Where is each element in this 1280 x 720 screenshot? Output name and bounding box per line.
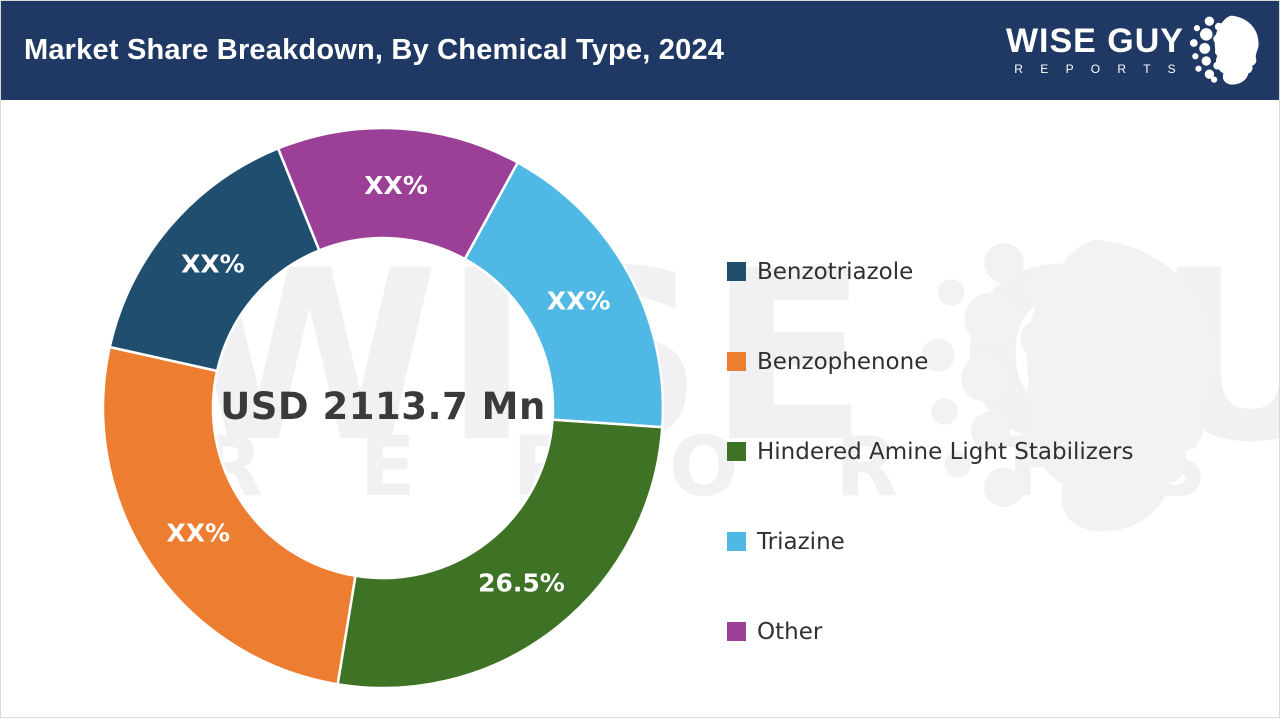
slice-value-label: XX% [181, 249, 245, 278]
legend-swatch [727, 262, 746, 281]
legend-swatch [727, 352, 746, 371]
donut-slice [463, 161, 665, 429]
legend-item: Benzophenone [727, 348, 1133, 375]
watermark-face-icon [921, 239, 1213, 532]
slice-value-label: XX% [166, 518, 230, 547]
donut-slice [276, 126, 519, 261]
slice-value-label: XX% [547, 287, 611, 316]
legend-label: Other [757, 618, 823, 645]
legend-label: Triazine [757, 528, 845, 555]
legend-item: Hindered Amine Light Stabilizers [727, 438, 1133, 465]
legend-label: Hindered Amine Light Stabilizers [757, 438, 1134, 465]
brand-face-icon [1189, 15, 1259, 85]
legend-item: Triazine [727, 528, 1133, 555]
brand-subname: R E P O R T S [1014, 62, 1183, 76]
chart-center-value: USD 2113.7 Mn [220, 385, 546, 428]
legend-item: Benzotriazole [727, 258, 1133, 285]
legend: Benzotriazole Benzophenone Hindered Amine … [727, 258, 1133, 708]
legend-label: Benzotriazole [757, 258, 914, 285]
brand-name: WISE GUY [1005, 22, 1184, 60]
brand-logo-text: WISE GUY R E P O R T S [1006, 24, 1184, 76]
donut-slice [336, 418, 664, 690]
legend-swatch [727, 442, 746, 461]
brand-logo: WISE GUY R E P O R T S [1006, 0, 1264, 100]
slice-value-label: XX% [364, 171, 428, 200]
header-bar: Market Share Breakdown, By Chemical Type… [0, 0, 1280, 100]
legend-label: Benzophenone [757, 348, 929, 375]
donut-slice [101, 345, 357, 686]
legend-item: Other [727, 618, 1133, 645]
legend-swatch [727, 622, 746, 641]
slice-value-label: 26.5% [478, 568, 565, 597]
legend-swatch [727, 532, 746, 551]
page-title: Market Share Breakdown, By Chemical Type… [24, 33, 725, 66]
